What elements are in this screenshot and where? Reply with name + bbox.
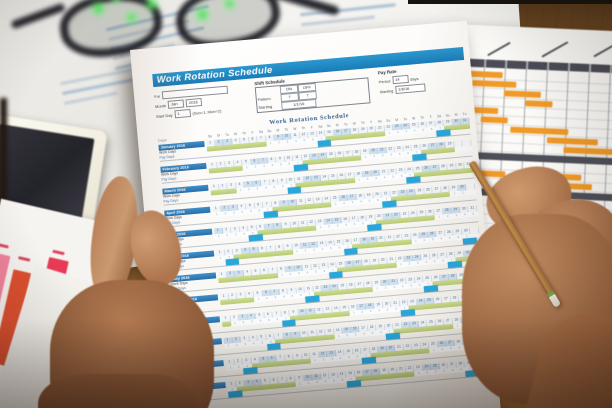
left-wrist [38, 374, 198, 408]
pay-day-cell [328, 271, 344, 279]
eyeglasses-temple [10, 2, 66, 30]
for-label: For [153, 93, 161, 99]
gantt-bar [503, 90, 541, 98]
pay-day-cell [228, 390, 243, 398]
pay-day-cell [367, 223, 382, 231]
green-light-bokeh [114, 0, 119, 1]
pay-day-cell [281, 319, 296, 327]
pay-day-cell [263, 210, 278, 218]
gantt-bar [480, 116, 508, 123]
handwritten-label [541, 41, 569, 58]
form-left-column: For Month Jan 2016 Start Day 1 (Sun=1, M… [154, 82, 248, 127]
eyeglasses [0, 0, 340, 63]
month-field: Jan [167, 99, 185, 109]
pay-day-cell [346, 380, 362, 387]
pay-day-cell [385, 332, 400, 340]
pay-day-cell [382, 200, 397, 208]
pay-day-cell [400, 309, 415, 316]
frame-edge [408, 0, 612, 4]
gantt-bar [472, 79, 517, 88]
pay-day-cell [361, 356, 377, 364]
green-light-bokeh [198, 10, 207, 19]
pay-rate-section: Pay Rate Period 14 days Starting 1/8/16 [378, 63, 468, 107]
weekday-cell: Tu [462, 111, 467, 117]
pay-day-cell [343, 247, 359, 255]
handwritten-label [593, 41, 612, 58]
pay-day-cell [248, 234, 263, 241]
period-unit: days [409, 75, 419, 82]
pay-day-cell [436, 129, 451, 137]
green-light-bokeh [148, 0, 156, 8]
right-hand [428, 148, 612, 408]
month-label: Month [154, 102, 167, 109]
pay-day-cell [243, 367, 258, 374]
month-label-column: January 2016 Work Days Pay Days [158, 140, 207, 161]
starting-label: Starting [258, 103, 273, 111]
left-hand [34, 168, 224, 408]
gantt-bar [547, 137, 598, 145]
pay-day-cell [317, 139, 332, 147]
pay-day-cell [225, 258, 240, 266]
starting-field: 1/1/16 [281, 98, 317, 111]
bar-label-mark [18, 256, 31, 262]
start-day-label: Start Day [155, 112, 173, 119]
gantt-bar [510, 126, 568, 135]
handwritten-label [487, 41, 511, 56]
period-field: 14 [391, 74, 409, 85]
pay-day-cell [412, 153, 427, 161]
pay-day-cell [293, 163, 308, 171]
start-day-note: (Sun=1, Mon=2) [192, 107, 222, 116]
gantt-bar [525, 100, 553, 107]
pay-day-cell [305, 295, 320, 303]
period-label: Period [378, 77, 391, 84]
shadow [0, 98, 7, 238]
pay-starting-field: 1/8/16 [394, 83, 426, 95]
pay-day-cell [266, 343, 281, 350]
pay-day-cell [287, 186, 302, 194]
pay-day-cell [406, 176, 421, 184]
green-light-bokeh [128, 14, 135, 21]
start-day-field: 1 [174, 108, 191, 119]
green-light-bokeh [94, 4, 103, 13]
green-light-bokeh [226, 0, 233, 7]
year-field: 2016 [185, 97, 203, 108]
bar-label-mark [0, 242, 9, 249]
pay-starting-label: Starting [379, 87, 394, 94]
